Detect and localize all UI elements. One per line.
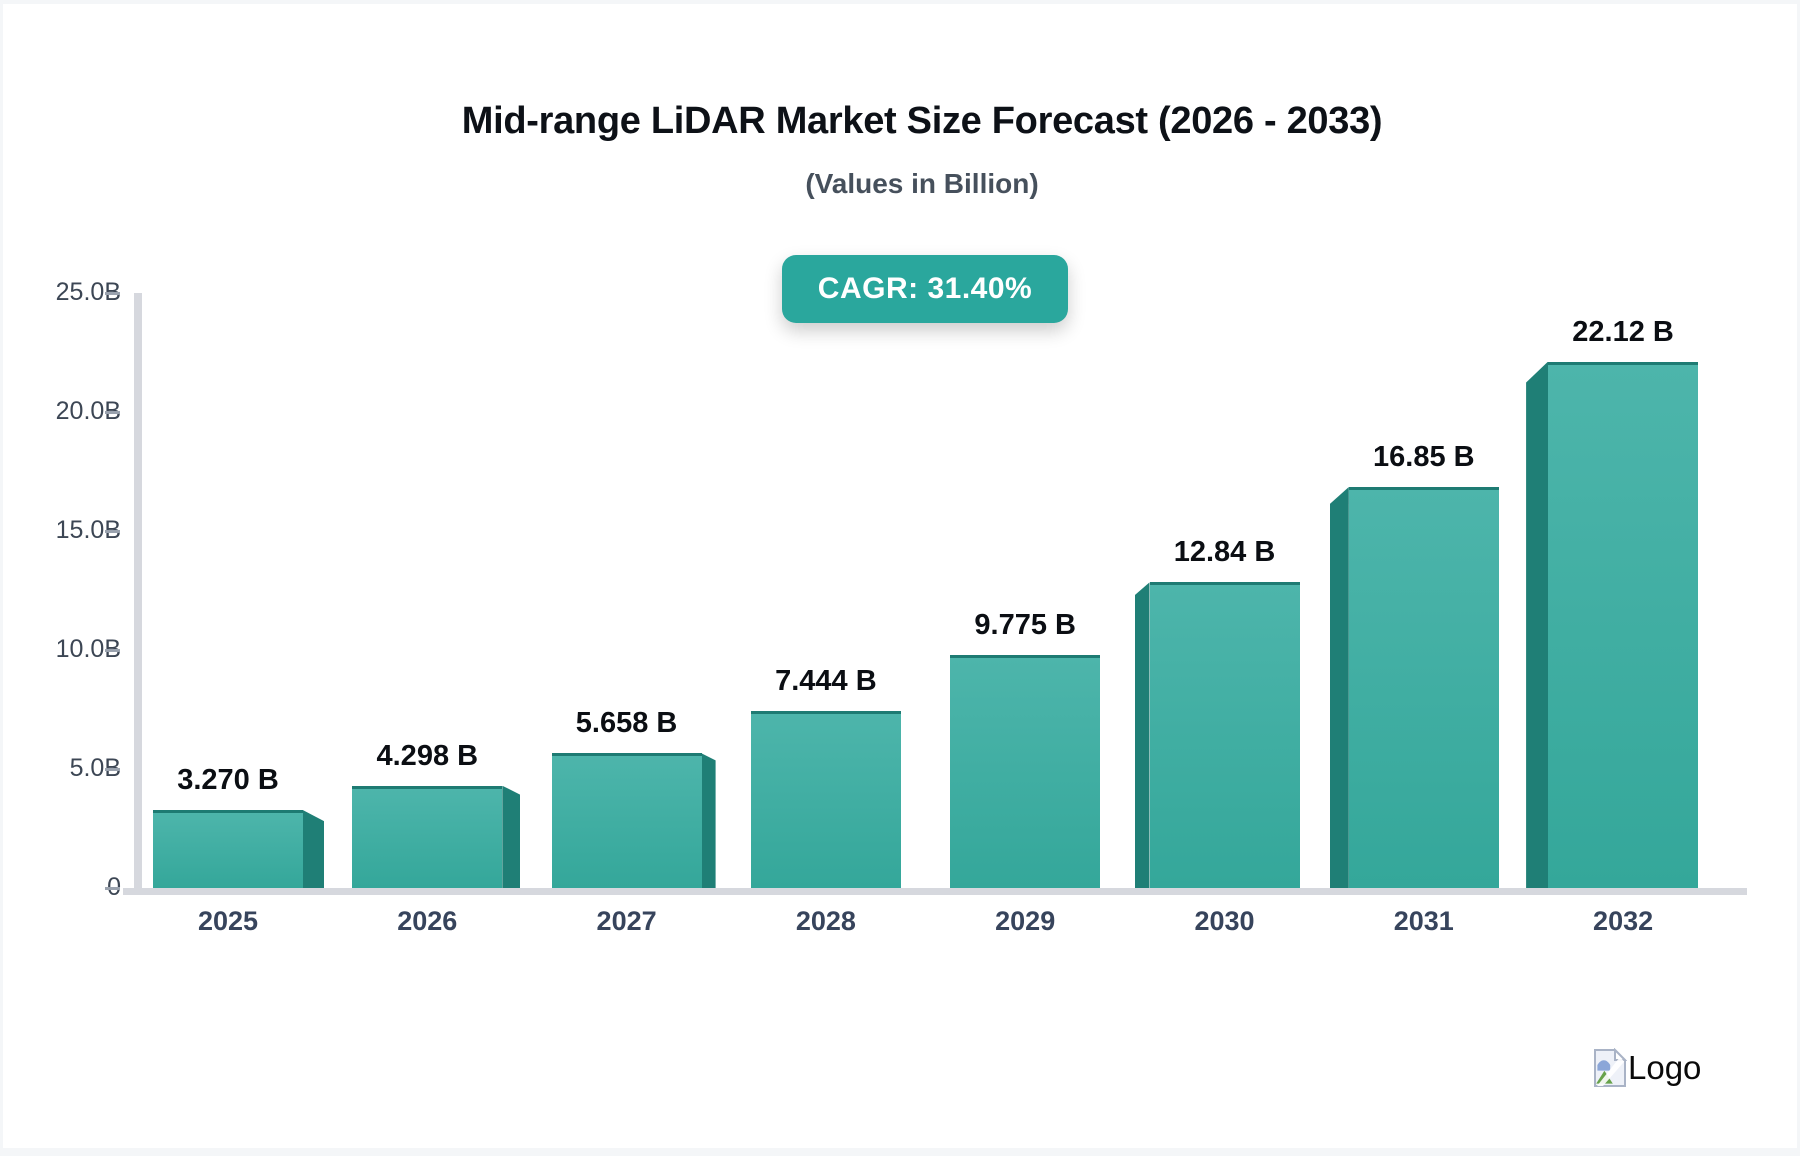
xtick-label-2028: 2028 [795, 906, 856, 936]
ytick-mark-15.0B [105, 530, 120, 533]
logo-text: Logo [1628, 1049, 1702, 1086]
xtick-label-2032: 2032 [1593, 906, 1654, 936]
x-axis-line [123, 888, 1747, 895]
y-axis-line [134, 293, 142, 892]
xtick-label-2029: 2029 [995, 906, 1056, 936]
value-label-2031: 16.85 B [1373, 440, 1475, 473]
bar-2028 [750, 710, 901, 888]
ytick-mark-0 [105, 887, 120, 890]
bar-2027 [551, 753, 702, 888]
xtick-label-2026: 2026 [397, 906, 458, 936]
chart-card: Mid-range LiDAR Market Size Forecast (20… [3, 4, 1797, 1148]
bar-side-2030 [1134, 582, 1150, 888]
bar-side-2026 [502, 785, 521, 888]
value-label-2027: 5.658 B [575, 707, 678, 740]
bar-side-2027 [701, 753, 716, 888]
bar-2032 [1548, 361, 1699, 888]
chart-subtitle: (Values in Billion) [805, 168, 1039, 199]
cagr-badge: CAGR: 31.40% [782, 255, 1068, 323]
bar-2025 [153, 810, 303, 888]
ytick-mark-10.0B [105, 649, 120, 652]
bar-side-2031 [1329, 486, 1349, 888]
value-label-2030: 12.84 B [1173, 536, 1276, 569]
xtick-label-2027: 2027 [596, 906, 657, 936]
ytick-mark-5.0B [105, 768, 120, 771]
xtick-label-2031: 2031 [1393, 906, 1454, 936]
xtick-label-2030: 2030 [1194, 906, 1255, 936]
logo: Logo [1593, 1048, 1701, 1088]
chart-title: Mid-range LiDAR Market Size Forecast (20… [461, 100, 1383, 142]
value-label-2026: 4.298 B [376, 739, 479, 772]
bar-side-2025 [303, 810, 324, 888]
xtick-label-2025: 2025 [197, 906, 259, 936]
ytick-mark-25.0B [105, 292, 120, 295]
cagr-badge-label: CAGR: 31.40% [817, 272, 1033, 305]
bar-side-2032 [1526, 361, 1549, 888]
bar-2031 [1348, 486, 1499, 888]
value-label-2025: 3.270 B [177, 764, 279, 797]
value-label-2028: 7.444 B [775, 664, 877, 697]
value-label-2029: 9.775 B [974, 609, 1076, 642]
ytick-mark-20.0B [105, 411, 120, 414]
value-label-2032: 22.12 B [1572, 315, 1674, 348]
bar-2029 [950, 655, 1101, 888]
bar-2030 [1149, 582, 1300, 888]
broken-image-icon [1593, 1048, 1627, 1088]
bar-2026 [352, 785, 503, 888]
